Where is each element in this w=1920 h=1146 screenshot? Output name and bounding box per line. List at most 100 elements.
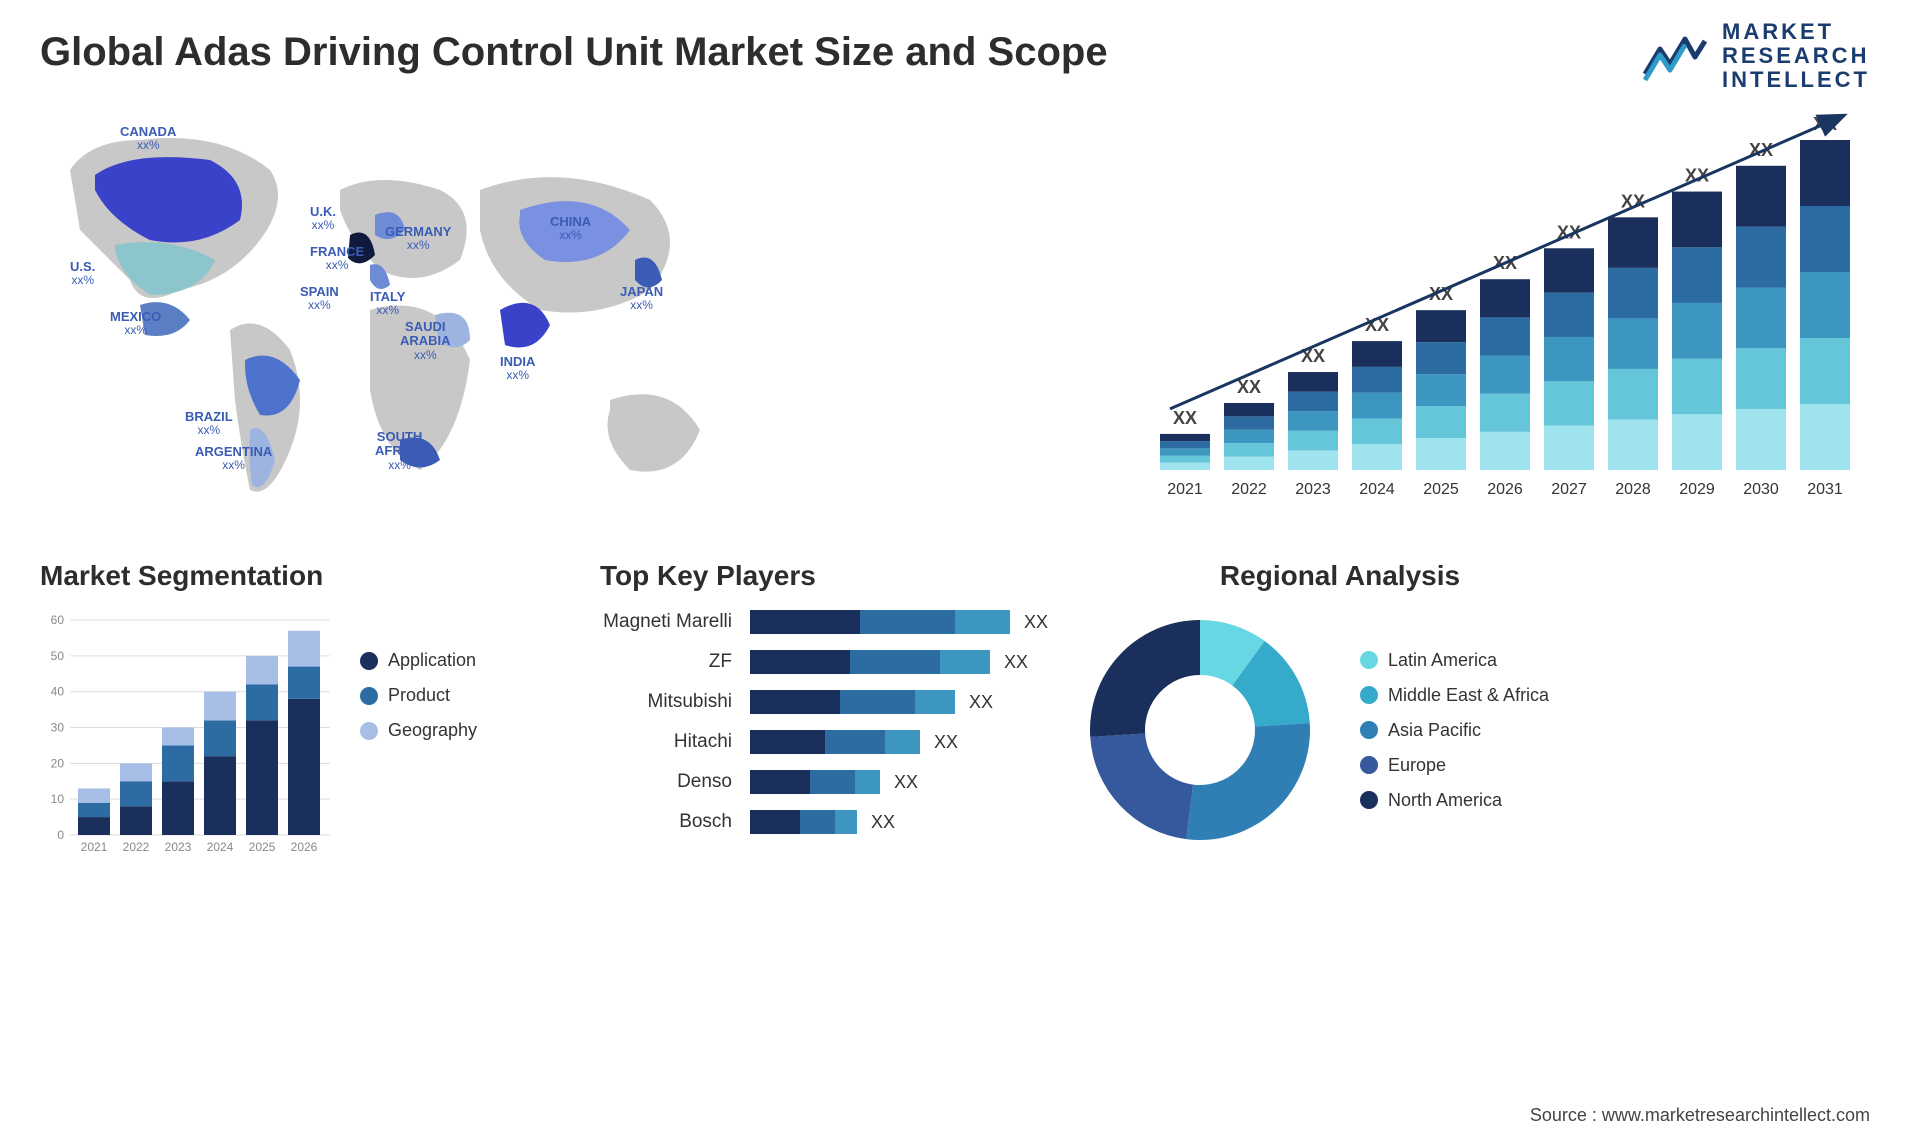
main-bar-segment bbox=[1736, 409, 1786, 470]
svg-text:2025: 2025 bbox=[249, 840, 276, 854]
player-bar-segment bbox=[800, 810, 835, 834]
seg-legend-item: Product bbox=[360, 685, 477, 706]
main-bar-segment bbox=[1416, 438, 1466, 470]
main-bar-year: 2021 bbox=[1167, 481, 1203, 498]
svg-text:10: 10 bbox=[51, 792, 65, 806]
map-country-label: INDIAxx% bbox=[500, 355, 535, 382]
main-bar-segment bbox=[1608, 318, 1658, 369]
player-name: Bosch bbox=[600, 811, 750, 833]
seg-legend-item: Geography bbox=[360, 720, 477, 741]
player-bar bbox=[750, 770, 880, 794]
svg-text:30: 30 bbox=[51, 721, 65, 735]
segmentation-legend: ApplicationProductGeography bbox=[360, 650, 477, 741]
main-bar-segment bbox=[1160, 463, 1210, 470]
main-bar-year: 2029 bbox=[1679, 481, 1715, 498]
main-bar-segment bbox=[1800, 404, 1850, 470]
seg-bar-segment bbox=[162, 781, 194, 835]
player-value: XX bbox=[1004, 652, 1028, 673]
seg-bar-segment bbox=[288, 699, 320, 835]
regional-legend-item: Asia Pacific bbox=[1360, 720, 1549, 741]
player-name: Denso bbox=[600, 771, 750, 793]
seg-bar-segment bbox=[288, 631, 320, 667]
regional-donut bbox=[1080, 610, 1320, 850]
player-bar bbox=[750, 650, 990, 674]
main-bar-segment bbox=[1544, 293, 1594, 337]
main-bar-segment bbox=[1736, 287, 1786, 348]
map-country-label: SPAINxx% bbox=[300, 285, 339, 312]
player-bar-segment bbox=[915, 690, 955, 714]
main-bar-segment bbox=[1672, 192, 1722, 248]
player-bar-segment bbox=[840, 690, 915, 714]
main-bar-year: 2022 bbox=[1231, 481, 1267, 498]
main-bar-year: 2030 bbox=[1743, 481, 1779, 498]
map-country-label: BRAZILxx% bbox=[185, 410, 233, 437]
main-bar-segment bbox=[1736, 227, 1786, 288]
player-name: Mitsubishi bbox=[600, 691, 750, 713]
main-bar-segment bbox=[1544, 426, 1594, 470]
player-bar-segment bbox=[825, 730, 885, 754]
main-bar-segment bbox=[1608, 268, 1658, 319]
players-title: Top Key Players bbox=[600, 560, 1050, 592]
svg-text:50: 50 bbox=[51, 649, 65, 663]
page-title: Global Adas Driving Control Unit Market … bbox=[40, 30, 1108, 75]
svg-text:40: 40 bbox=[51, 685, 65, 699]
main-bar-value: XX bbox=[1173, 408, 1197, 428]
seg-bar-segment bbox=[162, 745, 194, 781]
seg-bar-segment bbox=[120, 781, 152, 806]
player-name: ZF bbox=[600, 651, 750, 673]
seg-bar-segment bbox=[120, 806, 152, 835]
main-bar-year: 2023 bbox=[1295, 481, 1331, 498]
main-bar-year: 2028 bbox=[1615, 481, 1651, 498]
main-bar-segment bbox=[1672, 303, 1722, 359]
map-country-label: SAUDIARABIAxx% bbox=[400, 320, 451, 362]
main-bar-segment bbox=[1544, 248, 1594, 292]
player-bar-segment bbox=[750, 690, 840, 714]
main-bar-segment bbox=[1416, 342, 1466, 374]
seg-bar-segment bbox=[246, 656, 278, 685]
regional-legend-item: North America bbox=[1360, 790, 1549, 811]
map-country-label: FRANCExx% bbox=[310, 245, 364, 272]
seg-bar-segment bbox=[78, 803, 110, 817]
main-bar-segment bbox=[1544, 381, 1594, 425]
svg-text:2023: 2023 bbox=[165, 840, 192, 854]
segmentation-title: Market Segmentation bbox=[40, 560, 560, 592]
logo-line3: INTELLECT bbox=[1722, 68, 1870, 92]
main-bar-segment bbox=[1480, 356, 1530, 394]
main-bar-segment bbox=[1672, 247, 1722, 303]
donut-slice bbox=[1090, 620, 1200, 737]
main-bar-segment bbox=[1608, 369, 1658, 420]
player-bar bbox=[750, 810, 857, 834]
main-bar-segment bbox=[1544, 337, 1594, 381]
main-bar-year: 2025 bbox=[1423, 481, 1459, 498]
main-bar-segment bbox=[1160, 456, 1210, 463]
player-row: HitachiXX bbox=[600, 730, 1050, 754]
main-bar-segment bbox=[1352, 367, 1402, 393]
svg-text:2022: 2022 bbox=[123, 840, 150, 854]
main-bar-segment bbox=[1608, 419, 1658, 470]
main-bar-segment bbox=[1672, 359, 1722, 415]
main-bar-segment bbox=[1736, 166, 1786, 227]
regional-legend-item: Latin America bbox=[1360, 650, 1549, 671]
player-bar-segment bbox=[885, 730, 920, 754]
world-map: CANADAxx%U.S.xx%MEXICOxx%BRAZILxx%ARGENT… bbox=[40, 110, 780, 530]
main-bar-segment bbox=[1288, 372, 1338, 392]
logo-line2: RESEARCH bbox=[1722, 44, 1870, 68]
main-bar-segment bbox=[1608, 217, 1658, 268]
main-bar-segment bbox=[1672, 414, 1722, 470]
players-section: Top Key Players Magneti MarelliXXZFXXMit… bbox=[600, 560, 1050, 850]
player-bar bbox=[750, 610, 1010, 634]
main-bar-segment bbox=[1288, 431, 1338, 451]
main-bar-segment bbox=[1224, 403, 1274, 416]
svg-text:0: 0 bbox=[57, 828, 64, 842]
regional-legend: Latin AmericaMiddle East & AfricaAsia Pa… bbox=[1360, 650, 1549, 811]
map-country-label: CHINAxx% bbox=[550, 215, 591, 242]
seg-bar-segment bbox=[120, 763, 152, 781]
map-country-label: U.S.xx% bbox=[70, 260, 95, 287]
player-bar-segment bbox=[835, 810, 857, 834]
player-bar-segment bbox=[750, 650, 850, 674]
main-bar-segment bbox=[1224, 430, 1274, 443]
map-country-label: CANADAxx% bbox=[120, 125, 176, 152]
brand-logo: MARKET RESEARCH INTELLECT bbox=[1640, 20, 1870, 93]
main-bar-segment bbox=[1352, 341, 1402, 367]
main-bar-year: 2024 bbox=[1359, 481, 1395, 498]
